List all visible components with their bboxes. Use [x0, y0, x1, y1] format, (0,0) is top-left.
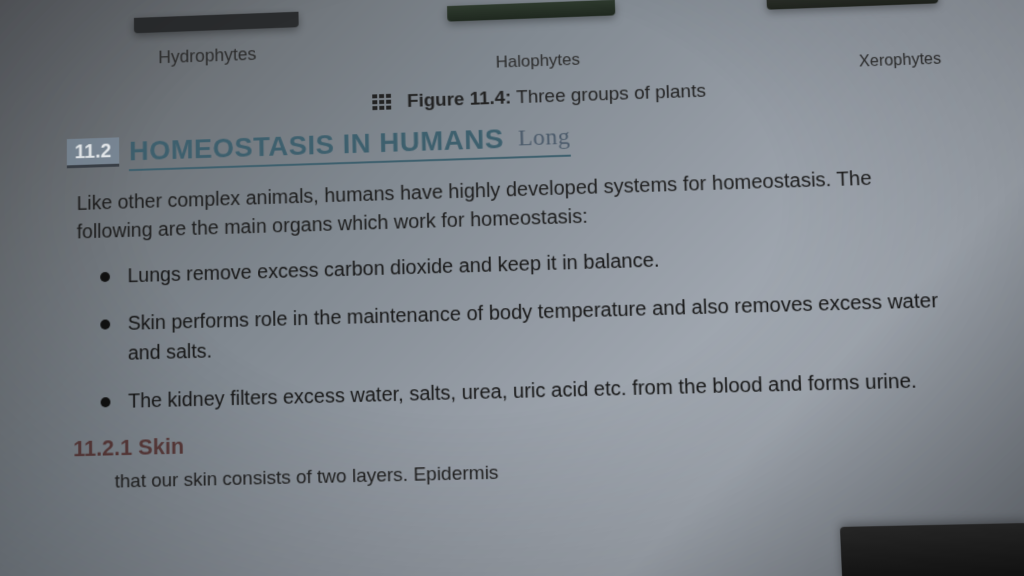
list-item: Skin performs role in the maintenance of… — [100, 285, 955, 369]
section-title-part: OMEOSTASIS IN — [149, 128, 379, 166]
xerophytes-image — [766, 0, 938, 10]
caption-hydrophytes: Hydrophytes — [158, 44, 256, 68]
bottom-inset-image — [840, 523, 1024, 576]
section-number: 11.2 — [67, 137, 119, 168]
handwritten-annotation: Long — [518, 124, 571, 151]
list-item: Lungs remove excess carbon dioxide and k… — [100, 237, 952, 292]
section-title-part: UMANS — [399, 123, 504, 157]
subsection-title: Skin — [138, 433, 184, 459]
caption-xerophytes: Xerophytes — [859, 51, 942, 72]
subsection-number: 11.2.1 — [73, 435, 132, 462]
section-title-part: H — [129, 135, 149, 166]
section-title: HOMEOSTASIS IN HUMANS Long — [129, 121, 571, 171]
bullet-list: Lungs remove excess carbon dioxide and k… — [100, 237, 958, 418]
halophytes-image — [447, 0, 615, 22]
section-title-part: H — [379, 127, 400, 158]
intro-paragraph: Like other complex animals, humans have … — [77, 162, 950, 247]
caption-halophytes: Halophytes — [495, 50, 580, 73]
hydrophytes-image — [134, 12, 299, 34]
list-item: The kidney filters excess water, salts, … — [101, 365, 959, 417]
textbook-page: Hydrophytes Halophytes Xerophytes Figure… — [8, 0, 1024, 576]
